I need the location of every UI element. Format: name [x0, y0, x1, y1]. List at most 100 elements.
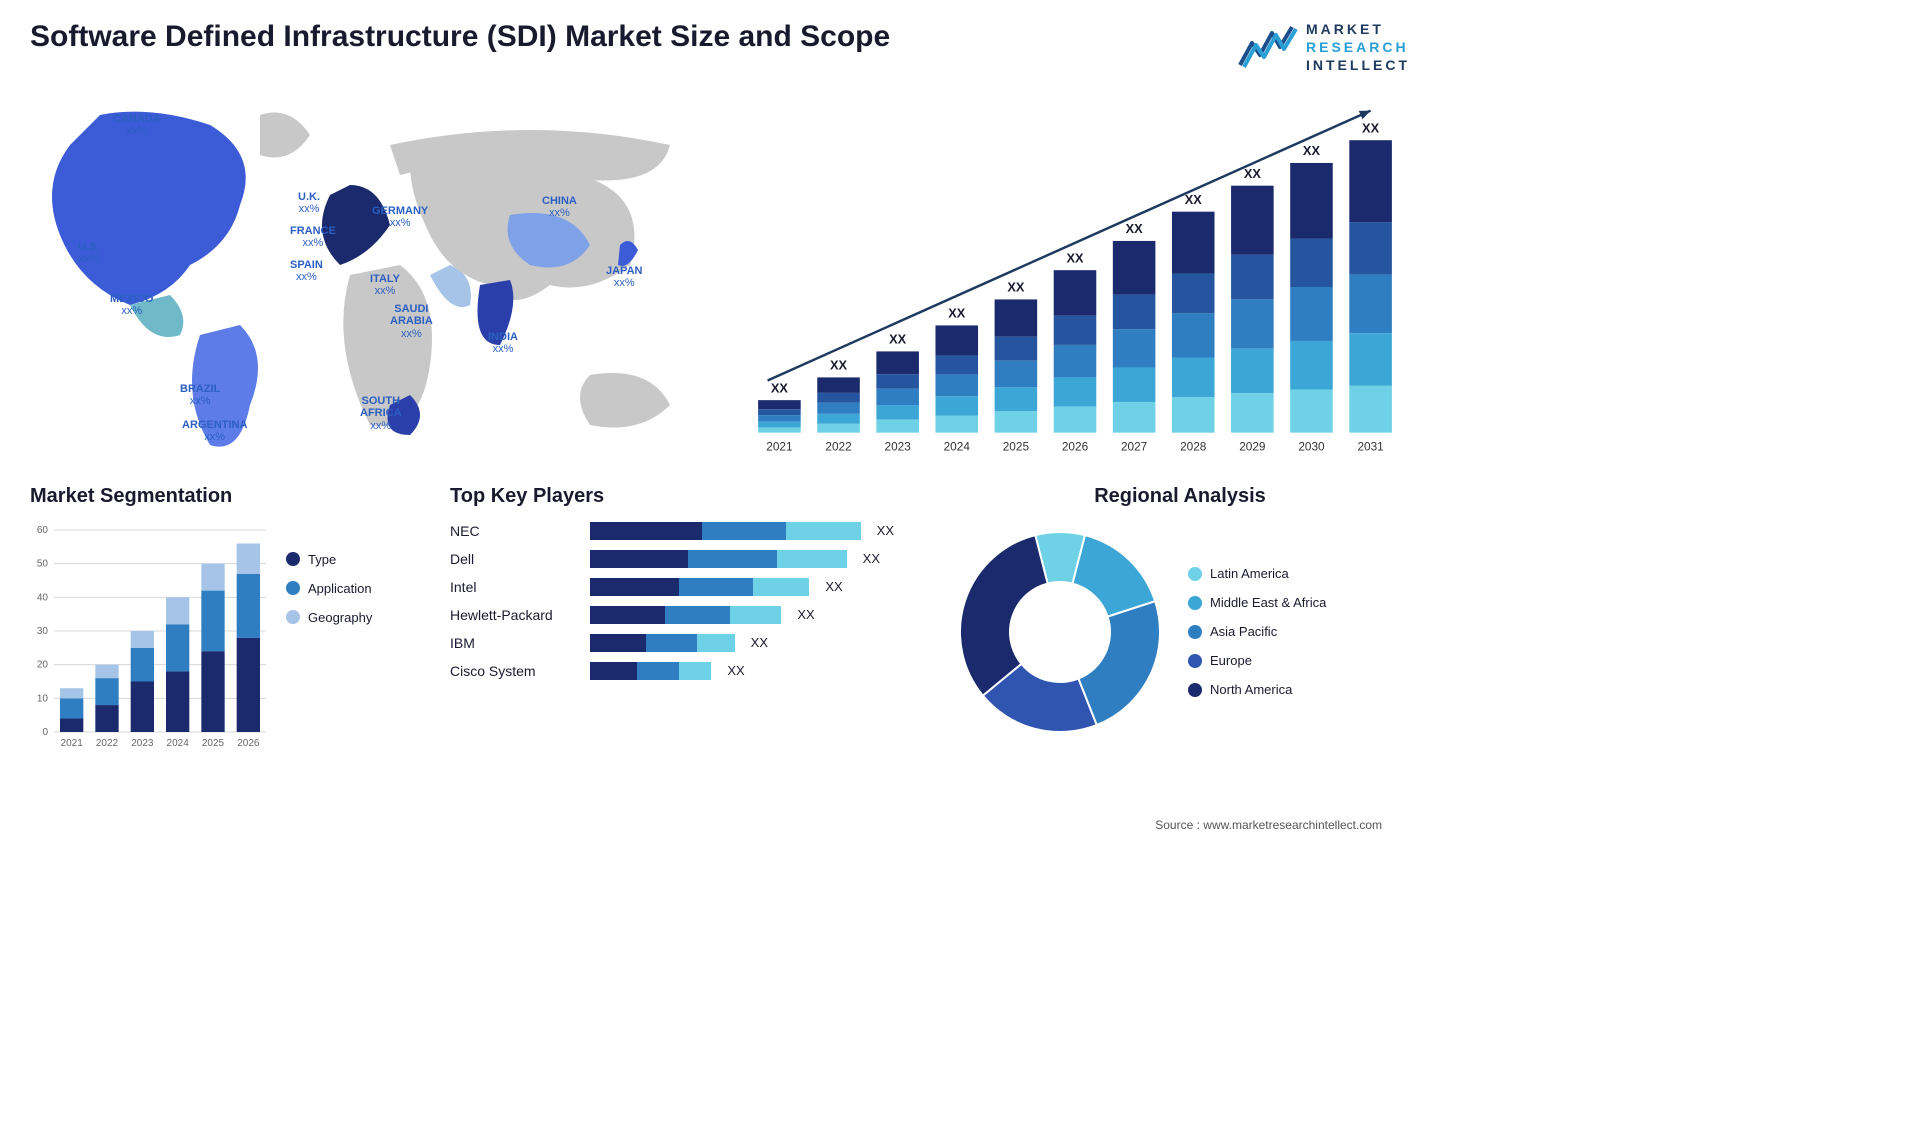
svg-text:2024: 2024 — [944, 439, 971, 453]
legend-item: Middle East & Africa — [1188, 595, 1326, 610]
player-value: XX — [825, 579, 842, 594]
players-chart: NEC XX Dell XX Intel XX Hewlett-Packard XX IBM XX… — [450, 522, 930, 680]
legend-item: North America — [1188, 682, 1326, 697]
svg-text:XX: XX — [1126, 221, 1144, 236]
legend-swatch — [286, 610, 300, 624]
svg-text:2027: 2027 — [1121, 439, 1147, 453]
regional-panel: Regional Analysis Latin America Middle Ea… — [950, 485, 1410, 752]
map-label: SOUTHAFRICAxx% — [360, 395, 402, 433]
player-value: XX — [877, 523, 894, 538]
svg-text:2022: 2022 — [825, 439, 851, 453]
svg-text:XX: XX — [1362, 120, 1380, 135]
svg-text:XX: XX — [1244, 165, 1262, 180]
player-row: Hewlett-Packard XX — [450, 606, 930, 624]
svg-text:2028: 2028 — [1180, 439, 1207, 453]
map-label: GERMANYxx% — [372, 205, 428, 230]
svg-text:2024: 2024 — [167, 738, 190, 749]
svg-text:10: 10 — [37, 693, 49, 704]
player-row: IBM XX — [450, 634, 930, 652]
logo-text-3: INTELLECT — [1306, 56, 1410, 74]
player-row: NEC XX — [450, 522, 930, 540]
svg-text:40: 40 — [37, 592, 49, 603]
svg-text:60: 60 — [37, 525, 49, 536]
segmentation-title: Market Segmentation — [30, 485, 430, 508]
legend-label: Europe — [1210, 653, 1252, 668]
map-label: JAPANxx% — [606, 265, 642, 290]
legend-label: Application — [308, 581, 372, 596]
legend-swatch — [286, 581, 300, 595]
svg-text:2023: 2023 — [131, 738, 154, 749]
player-bar — [590, 550, 847, 568]
svg-text:XX: XX — [1007, 279, 1025, 294]
svg-text:2025: 2025 — [1003, 439, 1030, 453]
legend-item: Asia Pacific — [1188, 624, 1326, 639]
regional-donut — [950, 522, 1170, 742]
legend-item: Type — [286, 552, 372, 567]
player-value: XX — [863, 551, 880, 566]
segmentation-panel: Market Segmentation 0 10 20 30 40 50 60 2021 202… — [30, 485, 430, 752]
player-name: Intel — [450, 579, 580, 595]
legend-label: Latin America — [1210, 566, 1289, 581]
map-label: U.S.xx% — [78, 241, 99, 266]
player-row: Cisco SystemXX — [450, 662, 930, 680]
regional-legend: Latin America Middle East & Africa Asia Pa… — [1188, 566, 1326, 697]
world-map: CANADAxx%U.S.xx%MEXICOxx%BRAZILxx%ARGENT… — [30, 85, 710, 465]
map-label: CANADAxx% — [113, 113, 161, 138]
player-name: Hewlett-Packard — [450, 607, 580, 623]
map-label: SPAINxx% — [290, 259, 323, 284]
map-label: SAUDIARABIAxx% — [390, 303, 433, 341]
legend-item: Geography — [286, 610, 372, 625]
svg-text:XX: XX — [1303, 143, 1321, 158]
svg-text:2021: 2021 — [61, 738, 84, 749]
svg-text:30: 30 — [37, 626, 49, 637]
svg-text:20: 20 — [37, 659, 49, 670]
player-row: Dell XX — [450, 550, 930, 568]
map-label: CHINAxx% — [542, 195, 577, 220]
segmentation-chart: 0 10 20 30 40 50 60 2021 2022 2023 2024 2025 2026 — [30, 522, 270, 752]
svg-text:2030: 2030 — [1298, 439, 1325, 453]
svg-text:50: 50 — [37, 558, 49, 569]
players-panel: Top Key Players NECXXDellXXIntelXXHewlet… — [450, 485, 930, 752]
player-name: Dell — [450, 551, 580, 567]
player-name: NEC — [450, 523, 580, 539]
svg-text:XX: XX — [830, 357, 848, 372]
legend-label: Type — [308, 552, 336, 567]
svg-text:XX: XX — [1066, 250, 1084, 265]
map-label: ARGENTINAxx% — [182, 419, 247, 444]
svg-text:0: 0 — [42, 727, 48, 738]
svg-text:2022: 2022 — [96, 738, 119, 749]
svg-text:XX: XX — [889, 331, 907, 346]
regional-title: Regional Analysis — [950, 485, 1410, 508]
svg-text:2025: 2025 — [202, 738, 225, 749]
legend-label: North America — [1210, 682, 1292, 697]
svg-text:2026: 2026 — [1062, 439, 1089, 453]
logo-text-1: MARKET — [1306, 20, 1410, 38]
legend-swatch — [1188, 567, 1202, 581]
svg-text:2026: 2026 — [237, 738, 260, 749]
svg-text:XX: XX — [948, 305, 966, 320]
logo-icon — [1238, 25, 1298, 69]
svg-text:2031: 2031 — [1357, 439, 1383, 453]
svg-text:XX: XX — [771, 380, 789, 395]
player-value: XX — [797, 607, 814, 622]
brand-logo: MARKET RESEARCH INTELLECT — [1238, 20, 1410, 75]
player-row: Intel XX — [450, 578, 930, 596]
player-value: XX — [751, 635, 768, 650]
source-label: Source : www.marketresearchintellect.com — [1155, 818, 1382, 832]
legend-swatch — [1188, 654, 1202, 668]
svg-text:XX: XX — [1185, 191, 1203, 206]
map-label: FRANCExx% — [290, 225, 336, 250]
logo-text-2: RESEARCH — [1306, 38, 1410, 56]
player-name: IBM — [450, 635, 580, 651]
legend-item: Application — [286, 581, 372, 596]
legend-swatch — [1188, 625, 1202, 639]
player-bar — [590, 634, 735, 652]
map-label: U.K.xx% — [298, 191, 320, 216]
player-name: Cisco System — [450, 663, 580, 679]
segmentation-legend: Type Application Geography — [286, 522, 372, 752]
player-bar — [590, 578, 809, 596]
legend-item: Europe — [1188, 653, 1326, 668]
legend-item: Latin America — [1188, 566, 1326, 581]
player-bar — [590, 606, 781, 624]
map-label: MEXICOxx% — [110, 293, 153, 318]
